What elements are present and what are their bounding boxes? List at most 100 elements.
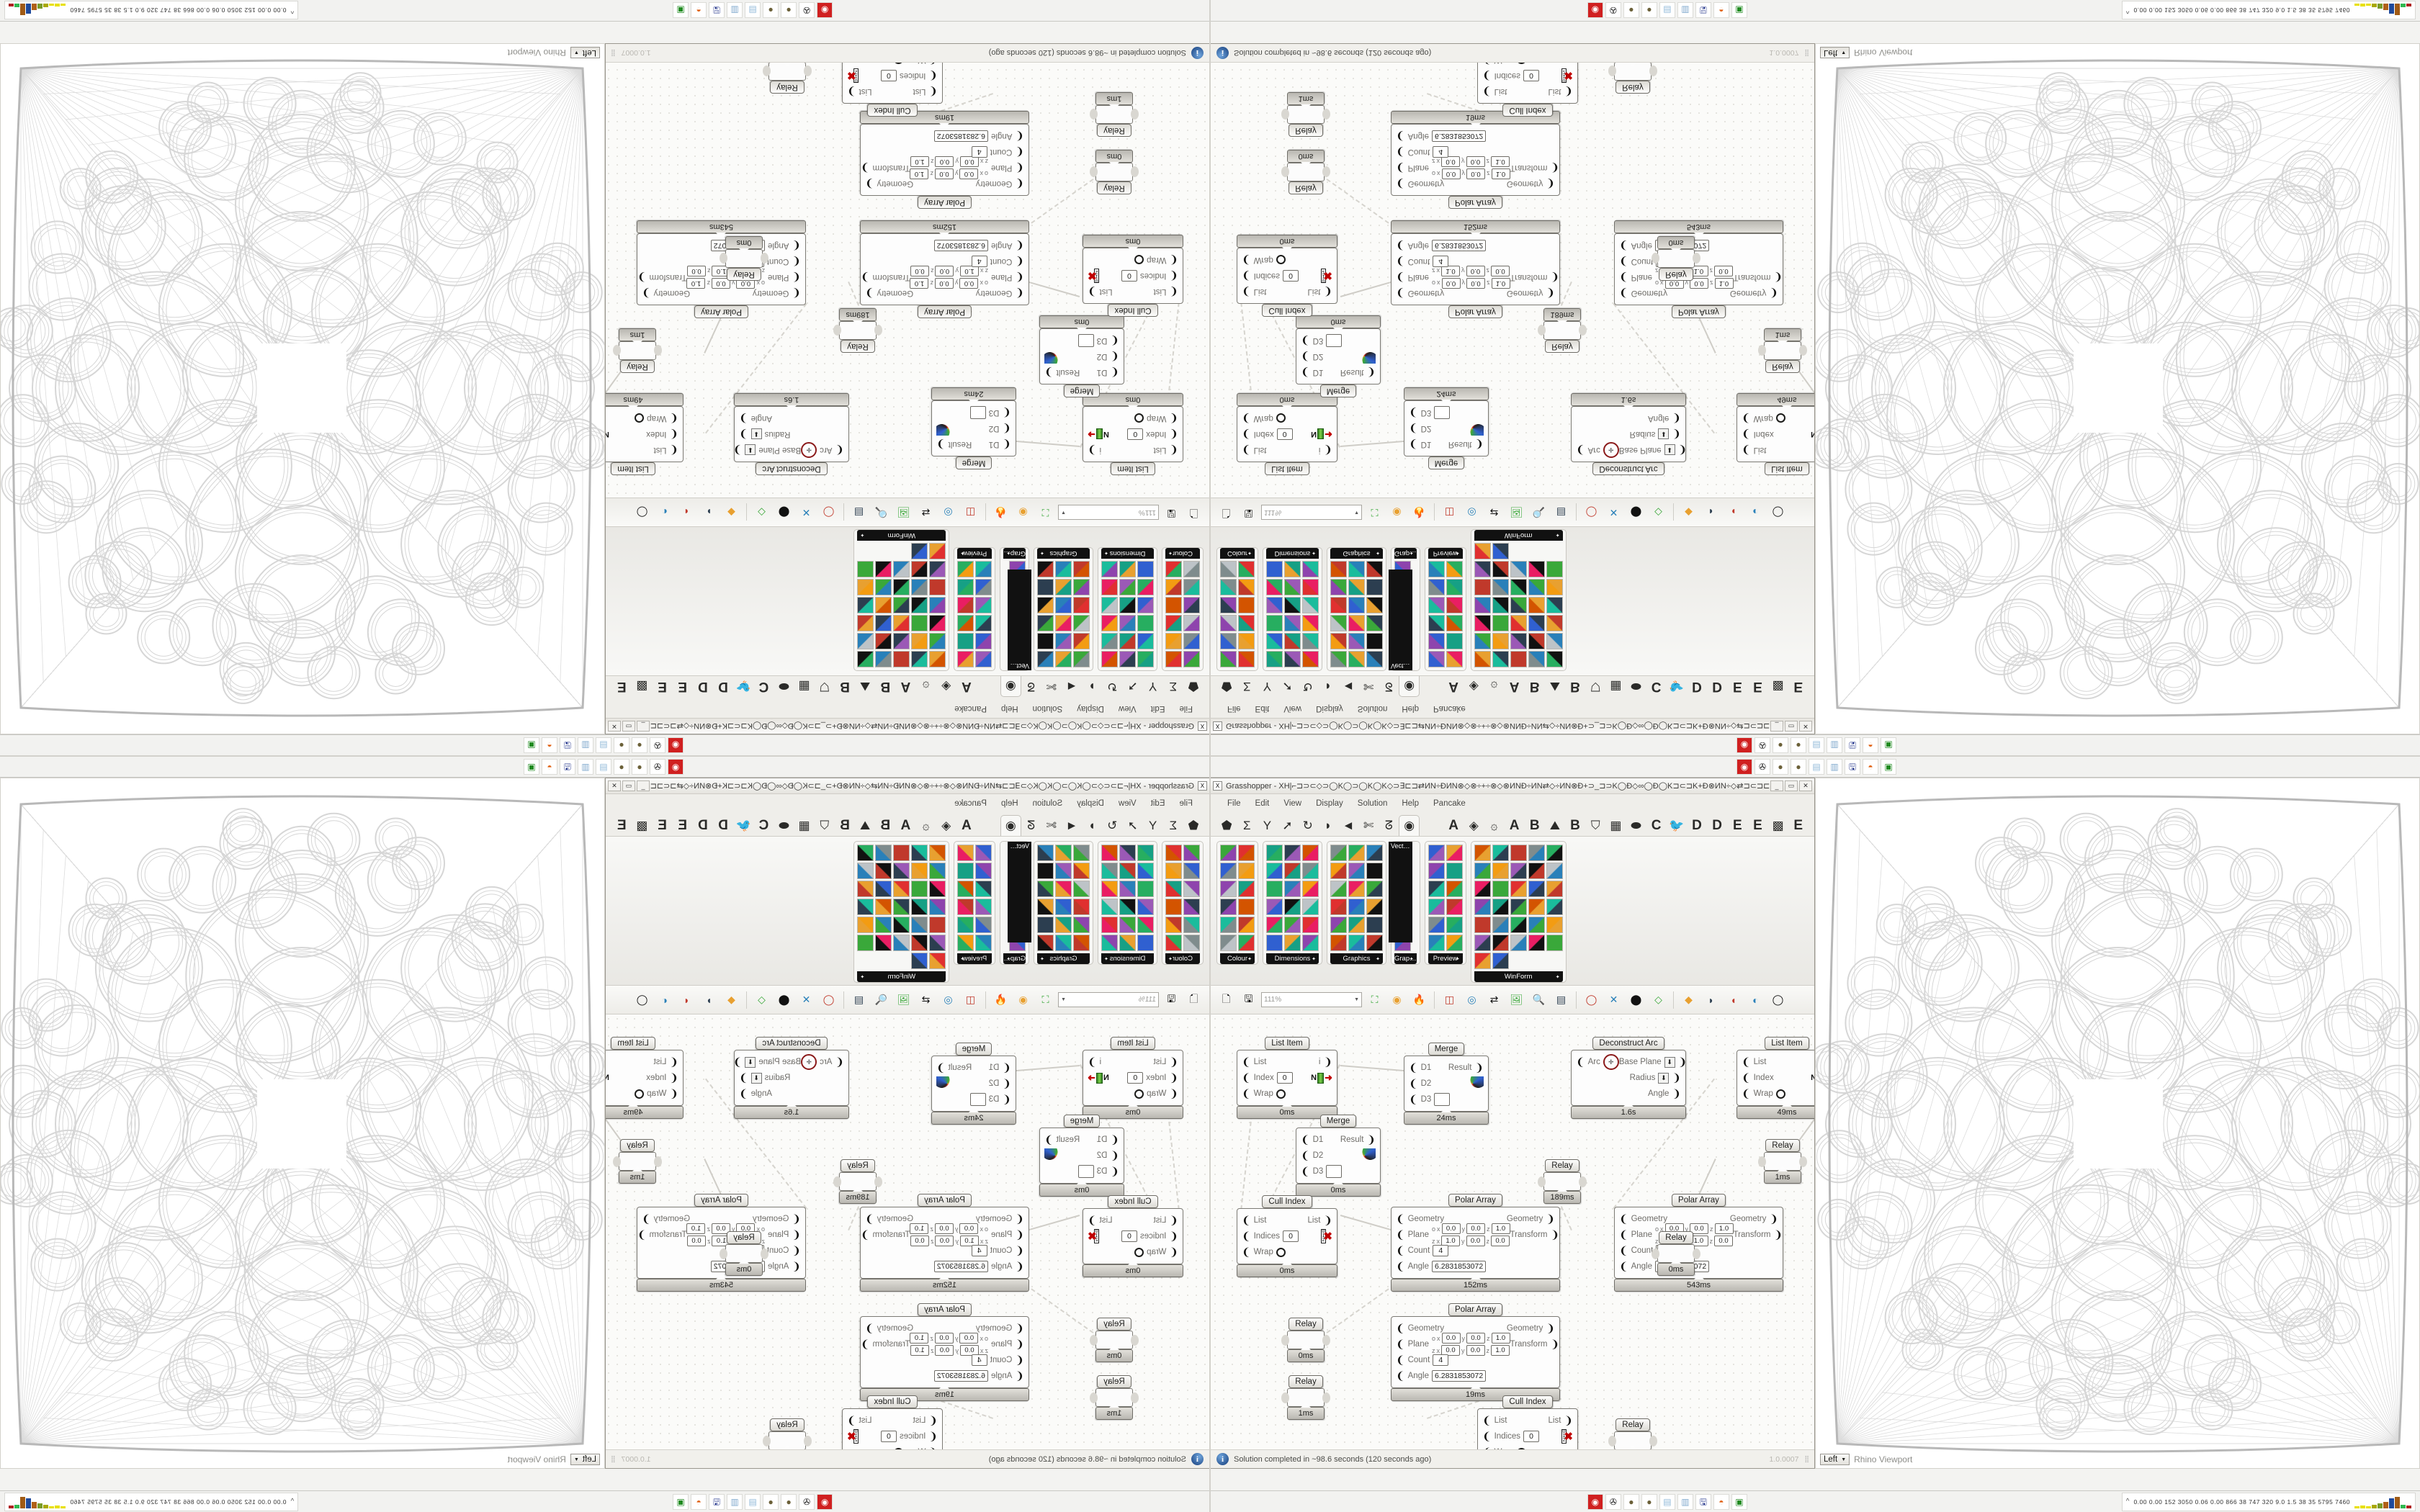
- tab-a2[interactable]: A: [900, 679, 911, 695]
- plane-z-z-field[interactable]: 1.0: [910, 156, 929, 167]
- dots-ring-icon[interactable]: [1073, 863, 1090, 879]
- app-icon-inkscape[interactable]: ✇: [650, 737, 666, 754]
- text-block-icon[interactable]: [893, 651, 910, 667]
- sphere-dark-icon[interactable]: [1037, 935, 1054, 951]
- angle-value-field[interactable]: 6.2831853072: [933, 130, 988, 142]
- input-port-icon[interactable]: ❨: [1002, 1093, 1011, 1106]
- rounded-rect-icon[interactable]: [1037, 863, 1054, 879]
- tab-cloud[interactable]: ۞: [1490, 680, 1498, 693]
- tree-photo-icon[interactable]: [957, 561, 974, 577]
- angle-value-field[interactable]: 6.2831853072: [1432, 130, 1487, 142]
- polar-array-3-body[interactable]: ❨ Geometry Geometry ❩ ❨ Plane o x 0.0 y 0.0 z 1.0 z x 0…: [860, 124, 1029, 196]
- balloon-icon[interactable]: ◯: [823, 994, 835, 1005]
- film-strip-icon[interactable]: [1366, 597, 1383, 613]
- input-port-icon[interactable]: ❨: [1242, 1214, 1251, 1227]
- d3-value-field[interactable]: [1077, 334, 1094, 347]
- dim-angle-icon[interactable]: [1119, 899, 1136, 915]
- dim-hatch-icon[interactable]: [1119, 881, 1136, 897]
- count-value-field[interactable]: 4: [1433, 256, 1449, 267]
- input-port-icon[interactable]: ❨: [1396, 1212, 1405, 1225]
- ruby-sphere-icon[interactable]: [1220, 899, 1237, 915]
- at-sign-icon[interactable]: ◎: [1467, 507, 1476, 518]
- gradient-panel-2-icon[interactable]: [1238, 561, 1255, 577]
- input-port-icon[interactable]: ❨: [1169, 1246, 1178, 1259]
- indices-value-field[interactable]: 0: [1121, 1230, 1137, 1242]
- input-port-icon[interactable]: ❨: [1576, 1056, 1585, 1068]
- list-green-icon[interactable]: [1474, 935, 1491, 951]
- torus-icon[interactable]: [1366, 845, 1383, 861]
- taskbar-bottom[interactable]: ◉ ✇ ● ● ▤ ▥ 🖫 ◓ ▣ ^ 0.00 0.00 152 3050 0.06 0.00…: [0, 0, 1210, 22]
- input-port-icon[interactable]: ❨: [1482, 69, 1492, 82]
- hatch-green-icon[interactable]: [1492, 633, 1509, 649]
- taskbar-top[interactable]: ◉ ✇ ● ● ▤ ▥ 🖫 ◓ ▣: [0, 734, 1210, 756]
- input-port-icon[interactable]: ❨: [1301, 1133, 1310, 1146]
- input-port-icon[interactable]: ❨: [1015, 1228, 1024, 1241]
- input-port-icon[interactable]: ❨: [1169, 1087, 1178, 1100]
- deconstruct-arc-body[interactable]: ❨ Arc ✛ Base Plane ⬇ ❩ Radius ⬇ ❩ Angle ❩: [1571, 1050, 1687, 1106]
- angle-value-field[interactable]: 6.2831853072: [933, 1261, 988, 1272]
- tab-c[interactable]: C: [758, 679, 769, 695]
- slider-group-icon[interactable]: [1528, 633, 1545, 649]
- plane-o-z-field[interactable]: 1.0: [910, 1223, 929, 1234]
- open-file-icon[interactable]: 🗋: [1222, 508, 1231, 520]
- rounded-rect-icon[interactable]: [1366, 633, 1383, 649]
- input-port-icon[interactable]: ❨: [1015, 145, 1024, 158]
- canvas-snapshot-icon[interactable]: 🖼: [1510, 994, 1523, 1005]
- index-value-field[interactable]: 0: [1276, 428, 1293, 440]
- menu-item-help[interactable]: Help: [1402, 798, 1420, 808]
- input-port-icon[interactable]: ❨: [1619, 271, 1628, 284]
- output-port-icon[interactable]: ❩: [1546, 177, 1555, 190]
- output-port-icon[interactable]: ❩: [1546, 1322, 1555, 1335]
- output-port-icon[interactable]: ❩: [865, 177, 874, 190]
- pin-icon[interactable]: ✦: [1168, 550, 1173, 556]
- output-port-icon[interactable]: ❩: [1366, 1133, 1376, 1146]
- zoom-level-field[interactable]: 111% ▼: [1058, 992, 1159, 1007]
- sphere-wire-icon[interactable]: ◇: [1654, 994, 1662, 1005]
- frame-picture-icon[interactable]: [1446, 845, 1463, 861]
- app-icon-firefox[interactable]: ◓: [1863, 758, 1878, 775]
- index-value-field[interactable]: 0: [1276, 1072, 1293, 1084]
- text-add-icon[interactable]: [1492, 579, 1509, 595]
- dim-linear-icon[interactable]: [1119, 845, 1136, 861]
- pin-icon[interactable]: ✦: [1455, 550, 1460, 556]
- tab-c[interactable]: C: [758, 817, 769, 833]
- text-block-icon[interactable]: [1510, 845, 1527, 861]
- app-icon-text-editor[interactable]: ▤: [1659, 1493, 1675, 1510]
- dim-grid-icon[interactable]: [1266, 597, 1283, 613]
- input-port-icon[interactable]: ❨: [1110, 334, 1119, 347]
- tree-view-icon[interactable]: [1546, 615, 1563, 631]
- progress-green-icon[interactable]: [1546, 935, 1563, 951]
- input-port-icon[interactable]: ❨: [1396, 1338, 1405, 1351]
- merge-2-body[interactable]: ❨ D1 Result ❩ ❨ D2 ❨ D3: [1039, 328, 1124, 384]
- maximize-button[interactable]: ▭: [1785, 780, 1798, 791]
- bar-chart-icon[interactable]: [1474, 543, 1491, 559]
- input-port-icon[interactable]: ❨: [835, 1056, 844, 1068]
- close-button[interactable]: ✕: [1799, 780, 1812, 791]
- ok-button-icon[interactable]: [1510, 579, 1527, 595]
- rhino-geometry-canvas[interactable]: [1, 778, 604, 1468]
- snowflake-icon[interactable]: [1366, 615, 1383, 631]
- colour-wheel-icon[interactable]: [1183, 845, 1200, 861]
- plane-z-y-field[interactable]: 1.0: [1689, 1236, 1708, 1246]
- pink-folder-icon[interactable]: ▤: [853, 507, 864, 518]
- tab-blob[interactable]: ⬬: [779, 818, 789, 832]
- input-port-icon[interactable]: ❨: [792, 271, 801, 284]
- tab-a2[interactable]: A: [1509, 679, 1520, 695]
- chart-area-icon[interactable]: [857, 651, 874, 667]
- window-titlebar[interactable]: X Grasshopper - XH|⌐⊐⊃⊂◇⊃◯K◯⊃◯K◯K◇⊃∃⊏⊐⇄И…: [606, 718, 1209, 734]
- dim-path-icon[interactable]: [1302, 845, 1319, 861]
- bar-vertical-icon[interactable]: [1546, 917, 1563, 933]
- progress-green-icon[interactable]: [1546, 561, 1563, 577]
- dim-box-icon[interactable]: [1302, 633, 1319, 649]
- input-port-icon[interactable]: ❨: [792, 1228, 801, 1241]
- polar-array-1-body[interactable]: ❨ Geometry Geometry ❩ ❨ Plane o x 0.0 y 0.0 z 1.0 z x 1…: [1391, 233, 1560, 305]
- indices-value-field[interactable]: 0: [1283, 1230, 1299, 1242]
- output-port-icon[interactable]: ❩: [637, 271, 647, 284]
- panel-green-icon[interactable]: [911, 561, 928, 577]
- input-port-icon[interactable]: ❨: [1110, 1165, 1119, 1178]
- chart-area-icon[interactable]: [1546, 651, 1563, 667]
- menu-item-display[interactable]: Display: [1077, 704, 1104, 714]
- input-port-icon[interactable]: ❨: [1619, 1244, 1628, 1257]
- grid-tiles-icon[interactable]: [1474, 863, 1491, 879]
- slj-logo-icon[interactable]: [975, 935, 992, 951]
